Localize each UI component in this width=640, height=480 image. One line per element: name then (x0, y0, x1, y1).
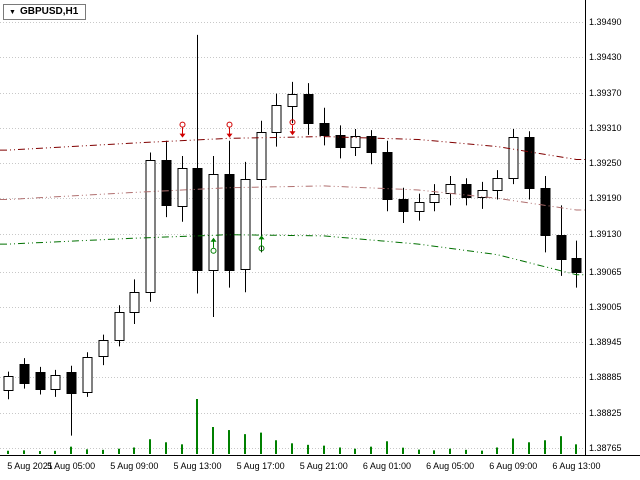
symbol-selector[interactable]: ▼ GBPUSD,H1 (3, 4, 87, 20)
time-axis-label: 6 Aug 01:00 (362, 461, 411, 471)
volume-bars (7, 399, 577, 454)
price-axis-label: 1.39310 (589, 122, 622, 133)
symbol-label: GBPUSD,H1 (19, 6, 79, 17)
price-axis-label: 1.38885 (589, 371, 622, 382)
price-axis-label: 1.38825 (589, 407, 622, 418)
time-axis-label: 6 Aug 13:00 (552, 461, 601, 471)
price-axis-label: 1.38765 (589, 442, 622, 453)
time-axis-label: 5 Aug 17:00 (236, 461, 285, 471)
price-axis-label: 1.39430 (589, 51, 622, 62)
buy-arrow-icon (258, 235, 265, 252)
time-axis-label: 5 Aug 2021 (7, 461, 53, 471)
time-axis-label: 6 Aug 09:00 (489, 461, 538, 471)
time-axis-label: 5 Aug 09:00 (110, 461, 159, 471)
candles (3, 34, 582, 436)
time-axis-label: 5 Aug 21:00 (299, 461, 348, 471)
time-axis-label: 5 Aug 13:00 (173, 461, 222, 471)
dropdown-icon: ▼ (9, 8, 16, 16)
signal-arrows (179, 119, 296, 254)
sell-arrow-icon (179, 121, 186, 138)
price-axis-label: 1.39130 (589, 228, 622, 239)
indicator-lines (0, 136, 585, 276)
price-axis-label: 1.39190 (589, 192, 622, 203)
time-axis-label: 5 Aug 05:00 (47, 461, 96, 471)
price-axis-label: 1.39490 (589, 16, 622, 27)
sell-arrow-icon (289, 119, 296, 136)
buy-arrow-icon (210, 237, 217, 254)
price-axis-label: 1.39065 (589, 266, 622, 277)
price-axis-label: 1.39370 (589, 87, 622, 98)
price-axis-label: 1.39005 (589, 301, 622, 312)
price-axis-label: 1.39250 (589, 157, 622, 168)
price-axis-label: 1.38945 (589, 336, 622, 347)
sell-arrow-icon (226, 121, 233, 138)
axis-borders (0, 0, 640, 456)
time-axis-label: 6 Aug 05:00 (426, 461, 475, 471)
